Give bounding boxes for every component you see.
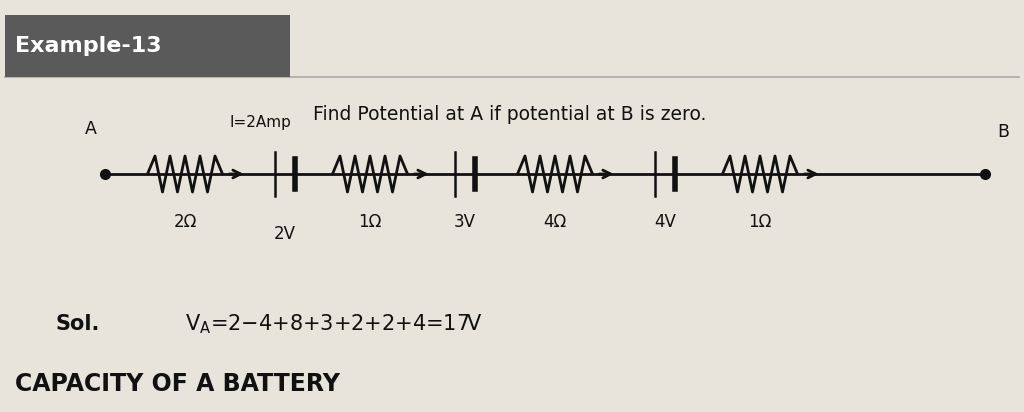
Text: 4V: 4V [654, 213, 676, 231]
Text: 1Ω: 1Ω [749, 213, 772, 231]
Text: B: B [997, 123, 1009, 141]
Text: 1Ω: 1Ω [358, 213, 382, 231]
Text: 4Ω: 4Ω [544, 213, 566, 231]
Text: Example-13: Example-13 [15, 36, 162, 56]
Text: 3V: 3V [454, 213, 476, 231]
Text: CAPACITY OF A BATTERY: CAPACITY OF A BATTERY [15, 372, 340, 396]
Text: I=2Amp: I=2Amp [229, 115, 291, 129]
FancyBboxPatch shape [5, 15, 290, 77]
Text: 2Ω: 2Ω [173, 213, 197, 231]
Text: Sol.: Sol. [55, 314, 99, 334]
Text: Find Potential at A if potential at B is zero.: Find Potential at A if potential at B is… [313, 105, 707, 124]
Text: $\mathregular{V_A}$=2−4+8+3+2+2+4=17V: $\mathregular{V_A}$=2−4+8+3+2+2+4=17V [185, 312, 482, 336]
Text: 2V: 2V [274, 225, 296, 243]
Text: A: A [85, 120, 97, 138]
